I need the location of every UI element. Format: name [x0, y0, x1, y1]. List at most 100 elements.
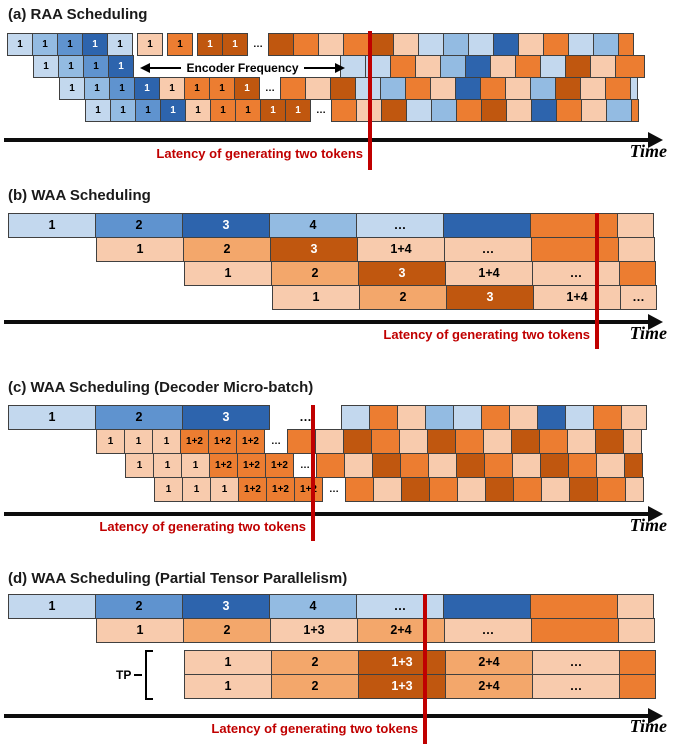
schedule-cell-unlabeled [595, 429, 624, 454]
time-label: Time [629, 141, 667, 161]
schedule-cell: 1 [222, 33, 248, 56]
tensor-parallel-group-label: TP [116, 650, 154, 700]
schedule-cell: 1 [125, 453, 154, 478]
schedule-cell-unlabeled [537, 405, 566, 430]
tp-label: TP [116, 668, 132, 682]
schedule-cell-unlabeled [400, 453, 429, 478]
schedule-cell-unlabeled [405, 77, 431, 100]
schedule-cell: 1+2 [237, 453, 266, 478]
schedule-cell-unlabeled [305, 77, 331, 100]
schedule-cell: 1 [109, 77, 135, 100]
panel-title: (b) WAA Scheduling [8, 187, 151, 204]
time-axis [4, 138, 652, 142]
schedule-cell: 1 [8, 213, 96, 238]
schedule-cell: 1 [108, 55, 134, 78]
schedule-row: 1 1 1 1+2 1+2 1+2… [96, 429, 642, 454]
time-axis [4, 714, 652, 718]
schedule-cell: 1+4 [533, 285, 621, 310]
schedule-cell-unlabeled [531, 99, 557, 122]
schedule-cell-unlabeled [596, 453, 625, 478]
panel-title: (d) WAA Scheduling (Partial Tensor Paral… [8, 570, 348, 587]
schedule-cell: 1 [197, 33, 223, 56]
schedule-cell: 1 [82, 33, 108, 56]
schedule-cell-unlabeled [372, 453, 401, 478]
schedule-cell-unlabeled [268, 33, 294, 56]
time-label: Time [629, 515, 667, 535]
schedule-cell: 2 [271, 261, 359, 286]
schedule-cell: 3 [182, 213, 270, 238]
schedule-cell: 3 [446, 285, 534, 310]
schedule-cell: 1+4 [357, 237, 445, 262]
schedule-cell: 1 [184, 650, 272, 675]
schedule-cell-unlabeled [509, 405, 538, 430]
schedule-row: 1 2 3 1+4… [184, 261, 656, 286]
schedule-cell-unlabeled [617, 594, 654, 619]
schedule-cell: … [356, 213, 444, 238]
time-label: Time [629, 323, 667, 343]
schedule-cell: 3 [358, 261, 446, 286]
schedule-cell-unlabeled [493, 33, 519, 56]
schedule-cell-unlabeled [621, 405, 647, 430]
schedule-cell: … [300, 459, 310, 471]
schedule-cell: 1 [83, 55, 109, 78]
schedule-cell: 1+3 [358, 650, 446, 675]
schedule-cell: 1 [134, 77, 160, 100]
schedule-cell-unlabeled [483, 429, 512, 454]
schedule-cell: 1 [57, 33, 83, 56]
latency-label: Latency of generating two tokens [383, 327, 590, 342]
schedule-row: 1 2 3 4… [8, 213, 654, 238]
schedule-cell: … [620, 285, 657, 310]
schedule-cell-unlabeled [455, 77, 481, 100]
schedule-cell-unlabeled [397, 405, 426, 430]
schedule-cell: 1+2 [208, 429, 237, 454]
schedule-cell-unlabeled [606, 99, 632, 122]
schedule-cell: … [532, 261, 620, 286]
arrow-line [150, 67, 182, 69]
schedule-cell-unlabeled [331, 99, 357, 122]
schedule-cell-unlabeled [465, 55, 491, 78]
schedule-cell: … [444, 237, 532, 262]
schedule-row: 1 1 1 1 1 1 1 1 1… [7, 33, 634, 56]
time-axis-arrow-icon [648, 132, 663, 148]
schedule-cell: 1 [159, 77, 185, 100]
schedule-cell-unlabeled [343, 33, 369, 56]
schedule-cell: 1 [85, 99, 111, 122]
schedule-row: 1 1 1 1 1 1 1 1 1… [85, 99, 639, 122]
schedule-cell: 1 [124, 429, 153, 454]
schedule-cell: 3 [182, 594, 270, 619]
schedule-row: 1 2 3 1+4… [272, 285, 657, 310]
schedule-cell: 1 [182, 477, 211, 502]
schedule-cell-unlabeled [341, 405, 370, 430]
schedule-cell-unlabeled [567, 429, 596, 454]
schedule-cell: 1+2 [266, 477, 295, 502]
schedule-cell: 2+4 [445, 674, 533, 699]
schedule-cell-unlabeled [456, 453, 485, 478]
schedule-cell-unlabeled [556, 99, 582, 122]
schedule-cell-unlabeled [425, 405, 454, 430]
schedule-cell: 1 [181, 453, 210, 478]
schedule-cell-unlabeled [530, 77, 556, 100]
schedule-row: 1 2 3… [8, 405, 647, 430]
schedule-cell: 1 [260, 99, 286, 122]
encoder-frequency-label: Encoder Frequency [186, 61, 299, 75]
schedule-cell: 1 [184, 77, 210, 100]
schedule-cell: … [271, 435, 281, 447]
schedule-cell-unlabeled [330, 77, 356, 100]
schedule-cell: 1 [96, 237, 184, 262]
panel-title: (a) RAA Scheduling [8, 6, 148, 23]
schedule-cell-unlabeled [373, 477, 402, 502]
panel-waa-scheduling: (b) WAA Scheduling 1 2 3 4… 1 2 3 1+4… 1 2 3 1+4… 1 2… [0, 180, 673, 372]
schedule-cell: 1 [160, 99, 186, 122]
schedule-cell: 1 [33, 55, 59, 78]
schedule-cell: 1+2 [180, 429, 209, 454]
schedule-cell: 2+4 [445, 650, 533, 675]
schedule-cell-unlabeled [315, 429, 344, 454]
schedule-cell-unlabeled [618, 33, 634, 56]
schedule-row: 1 1 1 1+2 1+2 1+2… [154, 477, 644, 502]
schedule-cell-unlabeled [555, 77, 581, 100]
latency-marker-line [423, 594, 427, 744]
schedule-cell: … [444, 618, 532, 643]
tp-bracket-icon [145, 650, 154, 700]
schedule-cell: 1 [137, 33, 163, 56]
